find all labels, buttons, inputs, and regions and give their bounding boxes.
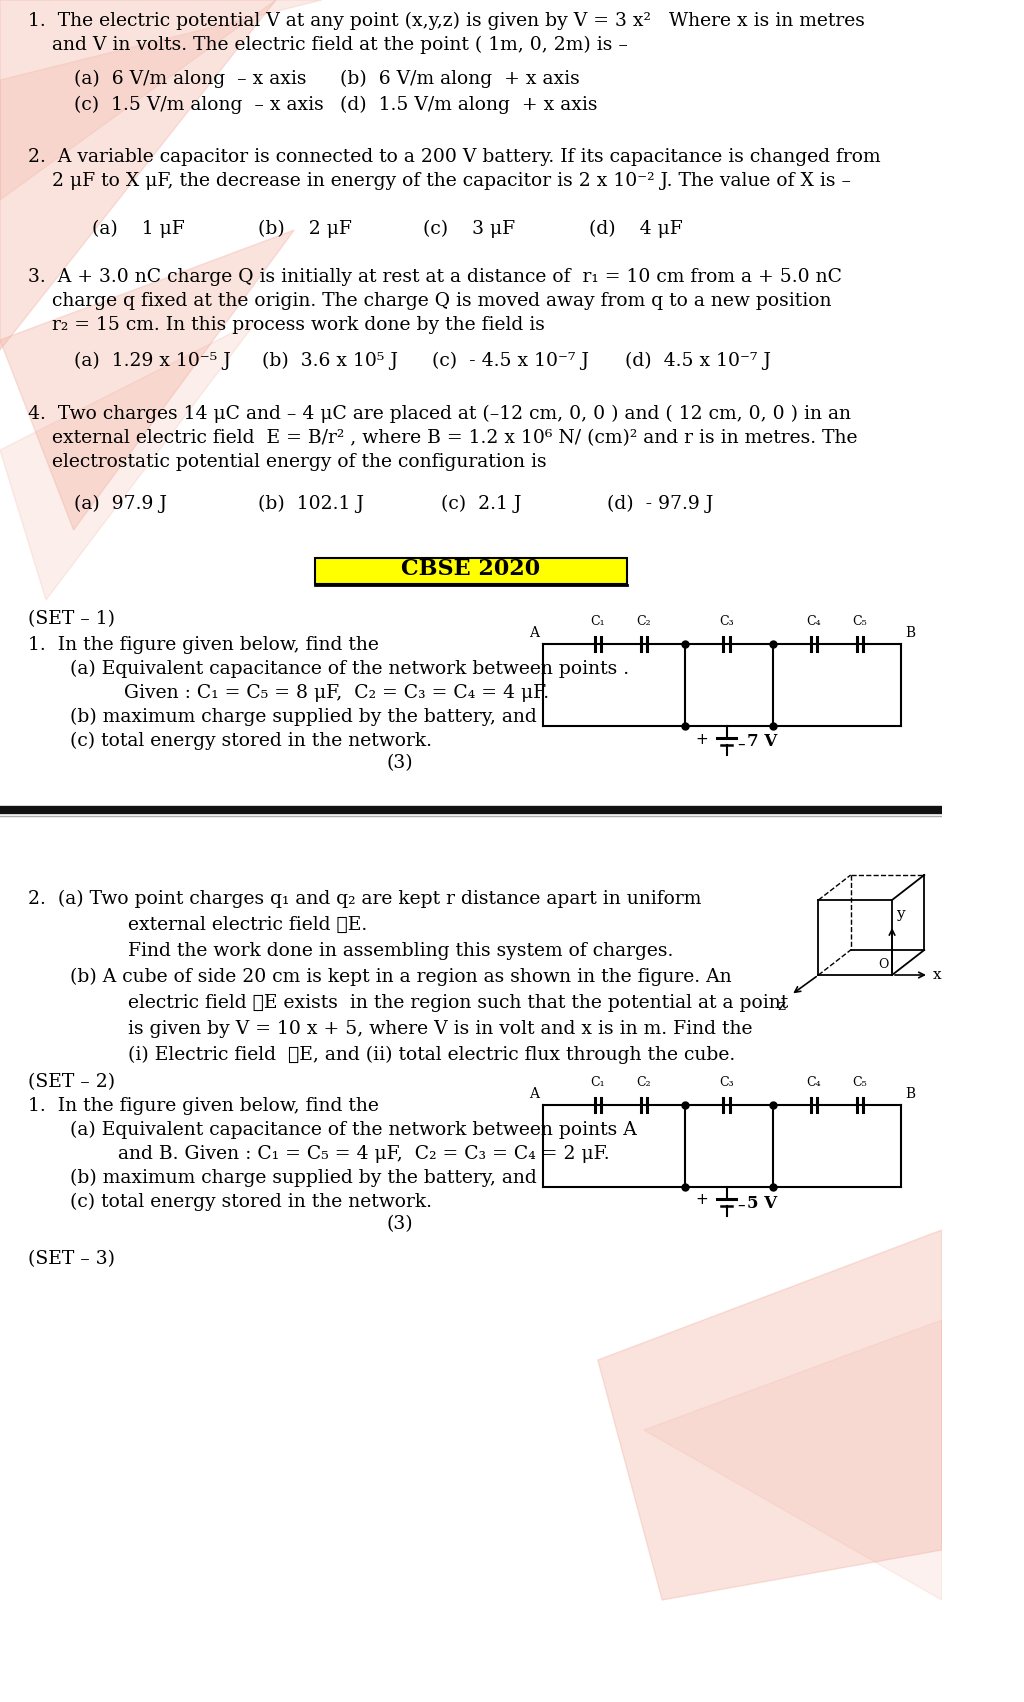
Text: (b) maximum charge supplied by the battery, and: (b) maximum charge supplied by the batte…: [46, 708, 537, 727]
Text: (SET – 3): (SET – 3): [28, 1249, 115, 1268]
Text: 2.  A variable capacitor is connected to a 200 V battery. If its capacitance is : 2. A variable capacitor is connected to …: [28, 148, 881, 167]
Text: –: –: [737, 1198, 745, 1212]
Text: (d)  4.5 x 10⁻⁷ J: (d) 4.5 x 10⁻⁷ J: [626, 352, 771, 371]
Text: (c) total energy stored in the network.: (c) total energy stored in the network.: [46, 1193, 432, 1212]
Text: C₅: C₅: [853, 614, 867, 628]
Text: and B. Given : C₁ = C₅ = 4 μF,  C₂ = C₃ = C₄ = 2 μF.: and B. Given : C₁ = C₅ = 4 μF, C₂ = C₃ =…: [65, 1145, 610, 1162]
Text: is given by V = 10 x + 5, where V is in volt and x is in m. Find the: is given by V = 10 x + 5, where V is in …: [74, 1019, 752, 1038]
Text: C₂: C₂: [637, 614, 651, 628]
Text: (3): (3): [386, 754, 413, 773]
Polygon shape: [644, 1321, 942, 1600]
Text: (b) maximum charge supplied by the battery, and: (b) maximum charge supplied by the batte…: [46, 1169, 537, 1188]
Text: external electric field ⃗E.: external electric field ⃗E.: [74, 916, 367, 934]
Text: (a) Equivalent capacitance of the network between points .: (a) Equivalent capacitance of the networ…: [46, 660, 629, 679]
Polygon shape: [0, 0, 275, 351]
Text: (SET – 2): (SET – 2): [28, 1072, 115, 1091]
Text: C₃: C₃: [719, 614, 734, 628]
Text: C₁: C₁: [591, 1076, 605, 1089]
Text: C₅: C₅: [853, 1076, 867, 1089]
Text: z: z: [777, 999, 785, 1013]
Text: (d)    4 μF: (d) 4 μF: [589, 220, 682, 238]
Text: external electric field  E = B/r² , where B = 1.2 x 10⁶ N/ (cm)² and r is in met: external electric field E = B/r² , where…: [28, 429, 857, 448]
Text: electrostatic potential energy of the configuration is: electrostatic potential energy of the co…: [28, 453, 546, 471]
Text: y: y: [896, 907, 904, 921]
Text: (d)  1.5 V/m along  + x axis: (d) 1.5 V/m along + x axis: [340, 95, 598, 114]
Text: 7 V: 7 V: [746, 734, 777, 751]
Text: A: A: [529, 626, 539, 640]
Text: charge q fixed at the origin. The charge Q is moved away from q to a new positio: charge q fixed at the origin. The charge…: [28, 293, 831, 310]
Text: (b)  3.6 x 10⁵ J: (b) 3.6 x 10⁵ J: [262, 352, 398, 371]
Text: Find the work done in assembling this system of charges.: Find the work done in assembling this sy…: [74, 941, 673, 960]
Text: +: +: [695, 732, 709, 747]
Text: r₂ = 15 cm. In this process work done by the field is: r₂ = 15 cm. In this process work done by…: [28, 317, 545, 334]
Text: Given : C₁ = C₅ = 8 μF,  C₂ = C₃ = C₄ = 4 μF.: Given : C₁ = C₅ = 8 μF, C₂ = C₃ = C₄ = 4…: [65, 684, 550, 701]
Text: (a)  6 V/m along  – x axis: (a) 6 V/m along – x axis: [74, 70, 306, 89]
Text: 2 μF to X μF, the decrease in energy of the capacitor is 2 x 10⁻² J. The value o: 2 μF to X μF, the decrease in energy of …: [28, 172, 851, 191]
Text: B: B: [905, 626, 915, 640]
Text: 3.  A + 3.0 nC charge Q is initially at rest at a distance of  r₁ = 10 cm from a: 3. A + 3.0 nC charge Q is initially at r…: [28, 267, 842, 286]
Text: C₂: C₂: [637, 1076, 651, 1089]
Text: (b)  6 V/m along  + x axis: (b) 6 V/m along + x axis: [340, 70, 580, 89]
Text: (SET – 1): (SET – 1): [28, 609, 115, 628]
Text: (c)  2.1 J: (c) 2.1 J: [441, 495, 522, 514]
Polygon shape: [0, 230, 294, 529]
Bar: [314, 558, 628, 584]
Text: 1.  The electric potential V at any point (x,y,z) is given by V = 3 x²   Where x: 1. The electric potential V at any point…: [28, 12, 864, 31]
Text: (b) A cube of side 20 cm is kept in a region as shown in the figure. An: (b) A cube of side 20 cm is kept in a re…: [46, 968, 731, 985]
Text: A: A: [529, 1088, 539, 1101]
Text: (i) Electric field  ⃗E, and (ii) total electric flux through the cube.: (i) Electric field ⃗E, and (ii) total el…: [74, 1047, 735, 1064]
Text: (c)    3 μF: (c) 3 μF: [423, 220, 515, 238]
Text: 4.  Two charges 14 μC and – 4 μC are placed at (–12 cm, 0, 0 ) and ( 12 cm, 0, 0: 4. Two charges 14 μC and – 4 μC are plac…: [28, 405, 851, 424]
Text: and V in volts. The electric field at the point ( 1m, 0, 2m) is –: and V in volts. The electric field at th…: [28, 36, 628, 54]
Text: O: O: [878, 958, 889, 972]
Polygon shape: [0, 0, 322, 201]
Text: (b)  102.1 J: (b) 102.1 J: [257, 495, 364, 514]
Text: +: +: [695, 1193, 709, 1207]
Text: (d)  - 97.9 J: (d) - 97.9 J: [607, 495, 714, 514]
Text: 2.  (a) Two point charges q₁ and q₂ are kept r distance apart in uniform: 2. (a) Two point charges q₁ and q₂ are k…: [28, 890, 701, 909]
Text: (b)    2 μF: (b) 2 μF: [257, 220, 351, 238]
Text: (a)    1 μF: (a) 1 μF: [92, 220, 184, 238]
Text: 1.  In the figure given below, find the: 1. In the figure given below, find the: [28, 637, 379, 654]
Text: electric field ⃗E exists  in the region such that the potential at a point: electric field ⃗E exists in the region s…: [74, 994, 787, 1013]
Text: C₃: C₃: [719, 1076, 734, 1089]
Text: (3): (3): [386, 1215, 413, 1232]
Text: (c)  1.5 V/m along  – x axis: (c) 1.5 V/m along – x axis: [74, 95, 324, 114]
Text: 1.  In the figure given below, find the: 1. In the figure given below, find the: [28, 1098, 379, 1115]
Text: (c) total energy stored in the network.: (c) total energy stored in the network.: [46, 732, 432, 751]
Text: (a) Equivalent capacitance of the network between points A: (a) Equivalent capacitance of the networ…: [46, 1122, 637, 1139]
Polygon shape: [598, 1231, 942, 1600]
Text: (a)  97.9 J: (a) 97.9 J: [74, 495, 167, 514]
Text: C₄: C₄: [807, 614, 821, 628]
Polygon shape: [0, 320, 257, 601]
Text: B: B: [905, 1088, 915, 1101]
Text: (c)  - 4.5 x 10⁻⁷ J: (c) - 4.5 x 10⁻⁷ J: [432, 352, 589, 371]
Text: C₄: C₄: [807, 1076, 821, 1089]
Text: 5 V: 5 V: [746, 1195, 777, 1212]
Text: (a)  1.29 x 10⁻⁵ J: (a) 1.29 x 10⁻⁵ J: [74, 352, 230, 371]
Text: –: –: [737, 737, 745, 752]
Text: C₁: C₁: [591, 614, 605, 628]
Text: CBSE 2020: CBSE 2020: [401, 558, 541, 580]
Text: x: x: [933, 968, 941, 982]
